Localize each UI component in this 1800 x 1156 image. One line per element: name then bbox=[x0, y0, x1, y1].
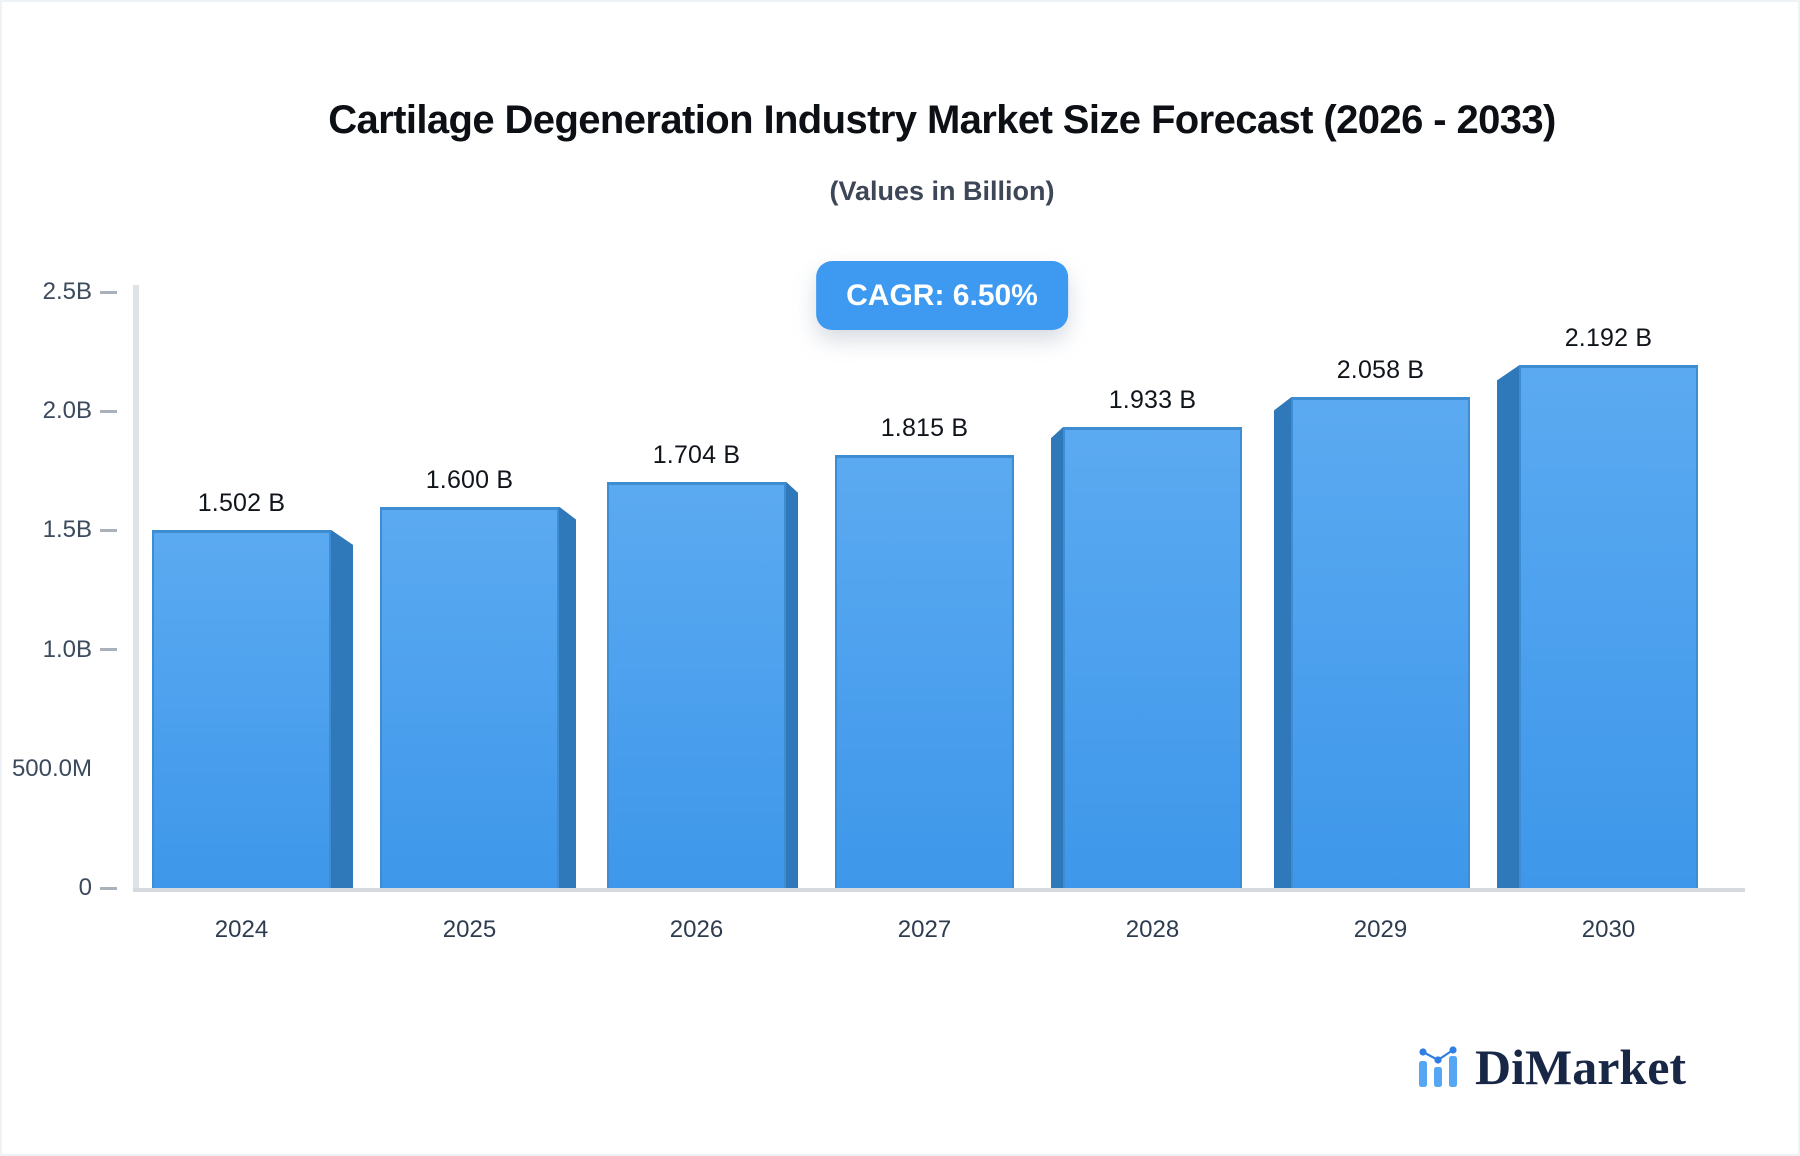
x-axis-label: 2025 bbox=[442, 916, 497, 943]
y-tick-mark bbox=[100, 290, 117, 294]
x-axis-label: 2028 bbox=[1125, 916, 1180, 943]
bar-value-label: 1.600 B bbox=[425, 465, 514, 494]
bar-2026 bbox=[607, 481, 786, 888]
y-tick-mark bbox=[100, 648, 117, 652]
bar-2025 bbox=[380, 506, 559, 888]
y-tick-mark bbox=[100, 528, 117, 532]
x-axis-label: 2027 bbox=[897, 916, 952, 943]
y-tick-mark bbox=[100, 886, 117, 890]
bar-side-face bbox=[786, 481, 798, 888]
bar-value-label: 1.502 B bbox=[197, 488, 286, 517]
brand-logo: DiMarket bbox=[1418, 1042, 1686, 1092]
cagr-badge: CAGR: 6.50% bbox=[816, 261, 1068, 330]
bar-2029 bbox=[1291, 397, 1470, 888]
bar-side-face bbox=[1497, 365, 1519, 888]
bar-2027 bbox=[835, 455, 1014, 888]
y-axis-label: 1.0B bbox=[42, 635, 92, 663]
y-axis-label: 0 bbox=[78, 874, 92, 901]
chart-title: Cartilage Degeneration Industry Market S… bbox=[328, 98, 1556, 142]
y-axis-label: 1.5B bbox=[42, 516, 92, 544]
bar-2028 bbox=[1063, 427, 1242, 888]
bar-line-chart-icon bbox=[1419, 1046, 1457, 1087]
x-axis-label: 2024 bbox=[214, 916, 269, 943]
bar-2030 bbox=[1519, 365, 1698, 888]
bar-value-label: 2.192 B bbox=[1564, 324, 1653, 353]
x-axis-label: 2029 bbox=[1353, 916, 1408, 943]
y-axis-label: 2.0B bbox=[42, 397, 92, 425]
x-axis-label: 2026 bbox=[669, 916, 724, 943]
x-axis-label: 2030 bbox=[1581, 916, 1636, 943]
bar-side-face bbox=[1274, 397, 1291, 888]
bar-side-face bbox=[1051, 427, 1063, 888]
x-axis-line bbox=[133, 888, 1745, 892]
y-axis-label: 2.5B bbox=[42, 278, 92, 305]
bar-value-label: 2.058 B bbox=[1336, 356, 1425, 385]
brand-name: DiMarket bbox=[1475, 1039, 1687, 1095]
bar-value-label: 1.933 B bbox=[1108, 386, 1197, 415]
y-axis-line bbox=[133, 285, 139, 888]
chart-subtitle: (Values in Billion) bbox=[829, 176, 1055, 206]
y-tick-mark bbox=[100, 409, 117, 413]
bar-side-face bbox=[559, 506, 576, 888]
y-axis-label: 500.0M bbox=[11, 754, 92, 782]
bar-side-face bbox=[331, 529, 353, 888]
bar-value-label: 1.704 B bbox=[652, 440, 741, 469]
bar-value-label: 1.815 B bbox=[880, 414, 969, 443]
bar-2024 bbox=[152, 529, 331, 888]
